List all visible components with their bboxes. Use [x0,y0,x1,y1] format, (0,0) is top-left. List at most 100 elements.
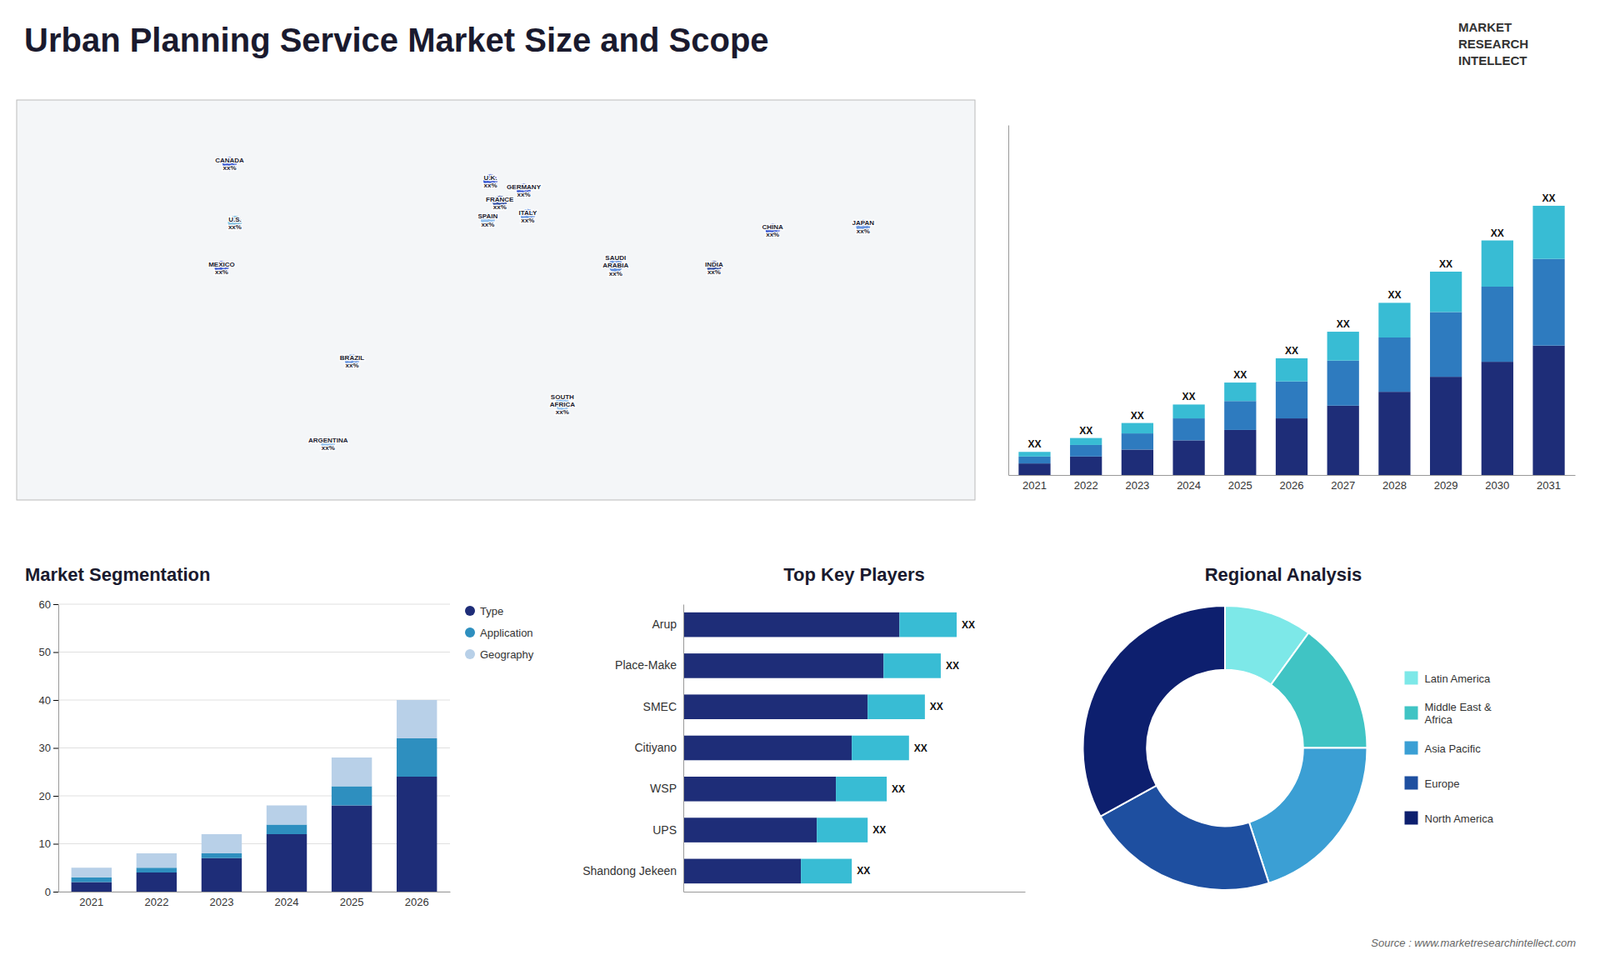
bar-annotations: XXXXXXXXXXXXXXXXXXXXXX [1027,192,1555,450]
bar-segment [1018,463,1050,475]
tick: 2029 [1434,475,1459,492]
map-label: JAPANxx% [852,219,875,235]
tick-label: Place-Make [615,658,677,672]
legend-entry: Asia Pacific [1405,741,1482,755]
tick: SMEC [643,700,684,714]
tick-mark [53,795,59,797]
tick-label: 2025 [340,895,365,909]
map-label: MEXICOxx% [208,260,235,276]
bar-segment [1532,205,1565,260]
map-label: CHINAxx% [762,223,785,239]
grid-line [58,747,450,749]
tick: 2021 [1022,475,1047,492]
map-label: U.K.xx% [484,174,498,190]
tick: 20 [39,790,59,803]
bar-annotation: XX [1130,410,1145,422]
donut-slice [1270,633,1367,749]
map-label: SOUTHAFRICAxx% [550,392,575,415]
bar-segment [1018,456,1050,464]
bar-segment [71,877,112,883]
bar-annotation: XX [961,619,975,631]
tick-label: 10 [39,837,51,850]
map-label: U.S.xx% [228,215,242,230]
logo-text: RESEARCH [1458,36,1529,51]
bar-segment [1070,438,1102,445]
bar-segment [1224,382,1256,401]
bar-segment [1070,445,1102,457]
legend-swatch [1405,811,1419,825]
tick: 2022 [1074,475,1099,492]
bar-segment [1172,418,1205,440]
bar-segment [71,882,112,893]
bar-segment [136,853,177,868]
tick-label: Shandong Jekeen [582,864,677,878]
tick-label: 60 [39,598,51,611]
legend-entry: Application [465,626,534,640]
map-label: FRANCExx% [485,195,515,210]
bar-segment [136,867,177,873]
bar-segment [71,867,112,878]
map-label: INDIAxx% [705,260,724,276]
tick-label: 2022 [144,895,169,909]
tick: 2023 [210,891,235,909]
tick-mark [53,604,59,605]
tick-label: 20 [39,790,51,803]
tick: 2030 [1485,475,1510,492]
grid-line [58,843,450,845]
tick: 40 [39,694,59,707]
tick: 2022 [144,891,169,909]
tick-label: 2026 [1280,479,1305,492]
page: Urban Planning Service Market Size and S… [0,0,1600,955]
tick-label: 50 [39,645,51,659]
axis-line [683,605,685,893]
bar-segment [1121,449,1154,475]
map-label: CANADAxx% [215,156,245,172]
bar-segment [1224,400,1256,430]
axis-line [58,605,60,893]
donut-slice [1249,748,1368,884]
bar-segment [266,834,307,892]
bar-segment [683,694,868,720]
tick-label: 2026 [405,895,430,909]
bar-segment [1481,240,1514,287]
axis-line [1008,125,1010,476]
tick-label: 0 [45,885,51,899]
tick-label: 2024 [1176,479,1201,492]
bar-segment [201,853,242,859]
legend-entry: Geography [465,648,535,661]
legend-entry: Type [465,605,504,618]
bar-segment [266,805,307,825]
tick-label: 30 [39,741,51,755]
logo-text: INTELLECT [1458,53,1528,68]
tick: WSP [650,781,684,795]
grid-line [58,651,450,653]
tick: UPS [652,823,684,837]
bar-annotation: XX [1285,345,1299,357]
bar-annotation: XX [945,660,960,672]
bar-segment [1172,440,1205,475]
tick: 2024 [275,891,300,909]
bar-annotation: XX [1027,438,1041,450]
bar-annotation: XX [1182,390,1196,403]
bar-segment [683,612,900,638]
legend-swatch [465,605,475,616]
tick: 2025 [340,891,365,909]
tick: 30 [39,741,59,755]
bar-annotation: XX [1233,369,1247,381]
bar-segment [1275,358,1308,382]
bar-segment [800,859,852,885]
bar-segment [1121,433,1154,450]
tick-label: 2030 [1485,479,1510,492]
map-label: ITALYxx% [518,208,537,224]
legend-swatch [1405,741,1419,755]
legend-entry: Latin America [1405,671,1492,685]
tick-label: Arup [651,617,677,631]
marks [1083,605,1368,890]
map-chart: CANADAxx%U.S.xx%MEXICOxx%BRAZILxx%ARGENT… [16,100,975,500]
tick-label: WSP [650,781,677,795]
source-text: Source : www.marketresearchintellect.com [1370,936,1576,950]
tick-label: UPS [652,823,677,837]
bar-segment [1378,302,1410,338]
marks [1018,205,1565,475]
bar-segment [683,776,836,802]
